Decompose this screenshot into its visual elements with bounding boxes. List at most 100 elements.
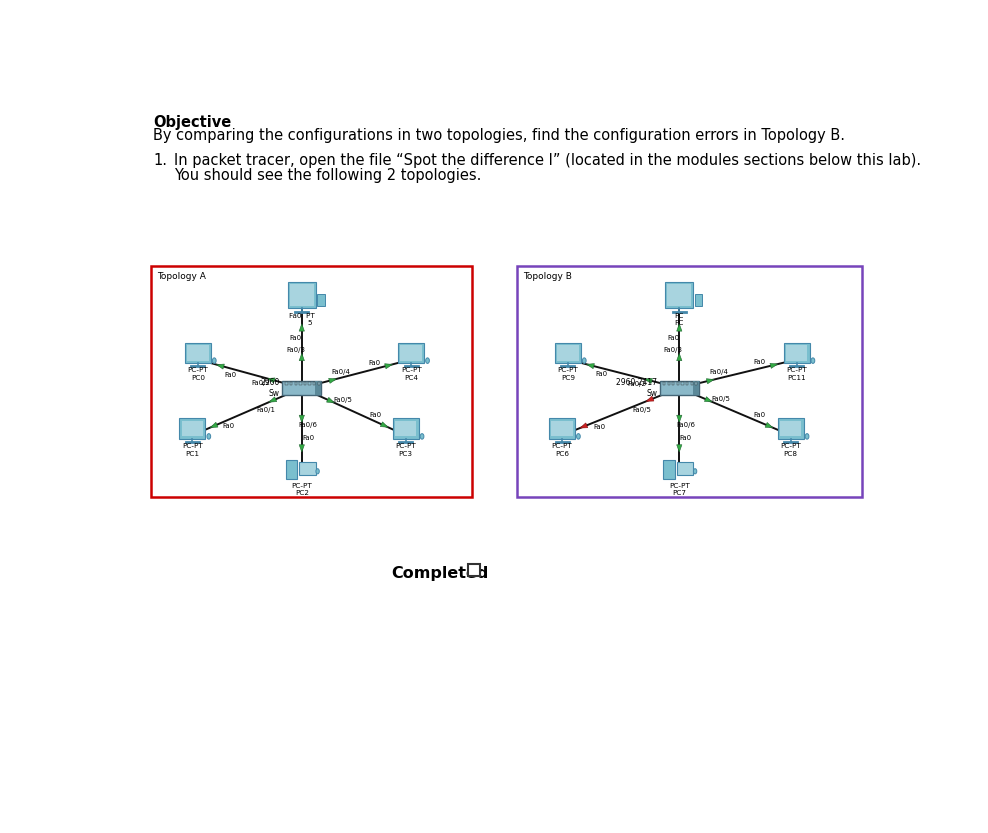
Text: Fa0: Fa0 [302,436,314,441]
Text: PC-PT
PC9: PC-PT PC9 [557,367,578,381]
Ellipse shape [805,434,809,439]
Text: Fa0/5: Fa0/5 [632,407,651,412]
FancyBboxPatch shape [555,342,581,363]
Bar [313,382,315,385]
Bar [308,382,311,385]
Polygon shape [384,364,392,369]
Bar [677,382,679,385]
Text: Fa0/2: Fa0/2 [251,380,270,386]
Bar [468,564,480,576]
Text: Fa0/4: Fa0/4 [709,369,728,375]
Text: PC
PC: PC PC [675,313,684,327]
Bar [691,382,693,385]
Polygon shape [706,379,714,384]
Text: PC-PT
PC3: PC-PT PC3 [395,443,416,456]
Polygon shape [269,397,277,402]
FancyBboxPatch shape [400,345,422,361]
FancyBboxPatch shape [182,421,204,436]
Text: By comparing the configurations in two topologies, find the configuration errors: By comparing the configurations in two t… [153,127,845,142]
Bar [693,381,699,395]
Polygon shape [299,324,304,332]
Text: Fa0/3: Fa0/3 [664,347,683,353]
Text: Fa0: Fa0 [289,335,301,341]
Text: PC-PT
PC8: PC-PT PC8 [781,443,801,456]
Text: Fa0/2: Fa0/2 [627,381,646,387]
Bar [294,382,297,385]
FancyBboxPatch shape [317,293,325,307]
Text: 2960 2417
Sw: 2960 2417 Sw [617,378,657,397]
Text: Fa0: Fa0 [667,335,679,341]
Bar [299,382,301,385]
FancyBboxPatch shape [185,342,210,363]
Polygon shape [210,422,218,427]
Text: PC-PT
PC2: PC-PT PC2 [291,482,312,496]
Text: Completed: Completed [391,566,488,581]
Text: PC-PT
PC6: PC-PT PC6 [551,443,572,456]
Bar [315,381,321,395]
FancyBboxPatch shape [398,342,424,363]
Bar [672,382,675,385]
Text: Fa0/5: Fa0/5 [333,397,352,402]
Polygon shape [329,378,337,383]
Text: Fa0: Fa0 [593,424,605,430]
Text: Fa0: Fa0 [753,359,766,365]
Text: Fa0/4: Fa0/4 [331,368,350,375]
Polygon shape [770,363,778,368]
Polygon shape [677,445,682,452]
FancyBboxPatch shape [288,282,316,308]
Bar [682,382,684,385]
Polygon shape [704,397,712,402]
Polygon shape [765,422,773,427]
Polygon shape [644,378,652,383]
FancyBboxPatch shape [660,381,699,395]
Bar [318,382,320,385]
Text: Fa0  PT
        5: Fa0 PT 5 [288,313,314,327]
FancyBboxPatch shape [180,418,206,439]
Ellipse shape [316,469,319,474]
Ellipse shape [426,358,430,363]
Text: Fa0: Fa0 [596,372,608,377]
Text: Fa0: Fa0 [753,412,766,418]
FancyBboxPatch shape [299,461,316,476]
FancyBboxPatch shape [289,284,314,307]
FancyBboxPatch shape [695,293,702,307]
Polygon shape [380,421,388,427]
Polygon shape [299,415,304,422]
Text: Fa0/3: Fa0/3 [287,347,305,353]
Polygon shape [580,423,588,428]
Polygon shape [299,353,304,361]
Text: 1.: 1. [153,153,167,168]
Bar [304,382,306,385]
Bar [517,266,863,496]
FancyBboxPatch shape [780,421,801,436]
Text: You should see the following 2 topologies.: You should see the following 2 topologie… [174,168,481,183]
Text: PC-PT
PC11: PC-PT PC11 [786,367,807,381]
Text: Fa0: Fa0 [370,412,381,417]
FancyBboxPatch shape [286,460,297,479]
Polygon shape [216,364,224,369]
Text: Fa0: Fa0 [680,436,692,441]
Ellipse shape [420,434,424,439]
FancyBboxPatch shape [667,284,692,307]
Polygon shape [268,378,275,383]
Bar [290,382,292,385]
Ellipse shape [582,358,586,363]
FancyBboxPatch shape [392,418,419,439]
Text: Fa0/6: Fa0/6 [298,422,317,428]
FancyBboxPatch shape [549,418,575,439]
Text: Fa0: Fa0 [369,360,380,366]
Polygon shape [677,353,682,361]
FancyBboxPatch shape [785,345,807,361]
Ellipse shape [694,469,697,474]
Text: Fa0: Fa0 [222,423,234,429]
Polygon shape [327,397,334,403]
FancyBboxPatch shape [778,418,803,439]
FancyBboxPatch shape [187,345,208,361]
Ellipse shape [577,434,580,439]
Text: 2960
Sw: 2960 Sw [261,378,280,397]
Text: PC-PT
PC4: PC-PT PC4 [401,367,422,381]
FancyBboxPatch shape [665,282,694,308]
Text: PC-PT
PC1: PC-PT PC1 [182,443,203,456]
Polygon shape [299,445,304,452]
FancyBboxPatch shape [783,342,809,363]
